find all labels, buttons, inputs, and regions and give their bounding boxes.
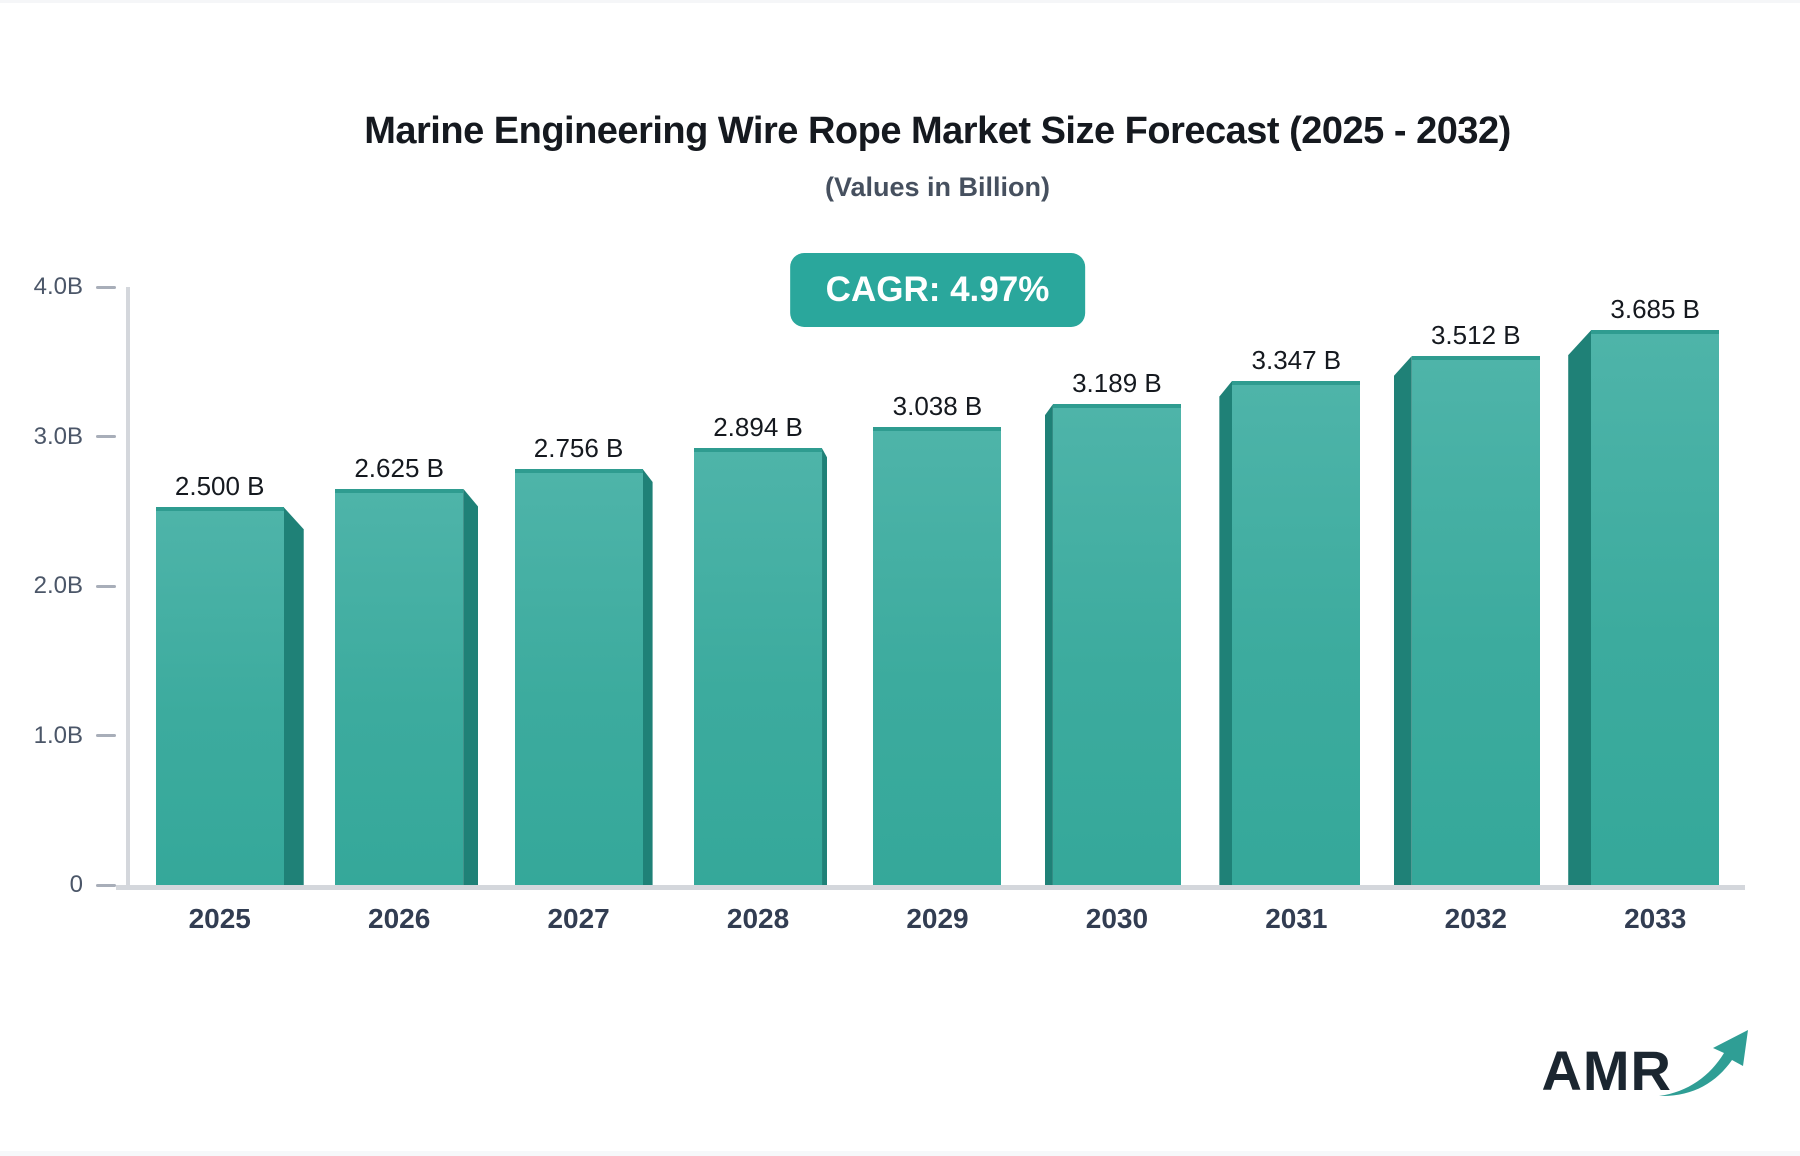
bar-value-label: 3.347 B — [1251, 344, 1342, 375]
x-axis-label: 2033 — [1624, 903, 1687, 934]
bar-2026[interactable]: 2.625 B — [335, 453, 479, 885]
bar-value-label: 2.625 B — [354, 452, 444, 483]
amr-logo: AMR — [1541, 1026, 1752, 1114]
tick-mark-icon — [96, 734, 116, 737]
y-axis-tick-label: 2.0B — [33, 572, 83, 599]
bar-slot: 2.756 B 2027 — [489, 287, 668, 934]
x-axis-label: 2028 — [726, 903, 790, 934]
cagr-badge: CAGR: 4.97% — [789, 253, 1086, 327]
bar-2033[interactable]: 3.685 B — [1568, 294, 1720, 885]
plot-area: 4.0B 3.0B 2.0B 1.0B 0 2.500 B 2025 2.625 B 2026… — [34, 273, 1745, 934]
bar-slot: 2.625 B 2026 — [309, 287, 488, 934]
y-axis-tick: 1.0B — [34, 722, 116, 750]
tick-mark-icon — [96, 285, 116, 289]
bar-side — [642, 468, 653, 885]
bar-value-label: 2.500 B — [174, 471, 265, 502]
bar-2027[interactable]: 2.756 B — [514, 433, 653, 885]
bar-2032[interactable]: 3.512 B — [1393, 320, 1540, 885]
tick-mark-icon — [96, 584, 116, 588]
x-axis-line — [116, 885, 1745, 890]
y-axis-tick-label: 3.0B — [33, 422, 83, 450]
bar-side — [1044, 404, 1053, 885]
y-axis-tick: 2.0B — [34, 572, 116, 600]
x-axis-label: 2032 — [1444, 903, 1507, 934]
bars-row: 2.500 B 2025 2.625 B 2026 2.756 B 2027 2.894 B… — [130, 287, 1745, 934]
chart-subtitle: (Values in Billion) — [824, 172, 1051, 202]
bar-side — [1393, 355, 1412, 885]
amr-logo-text: AMR — [1541, 1038, 1672, 1102]
bar-value-label: 3.189 B — [1072, 368, 1162, 399]
x-axis-label: 2025 — [188, 903, 251, 934]
x-axis-label: 2031 — [1265, 903, 1328, 934]
bar-side — [822, 448, 828, 885]
bar-value-label: 2.894 B — [713, 412, 803, 443]
bar-slot: 2.894 B 2028 — [668, 287, 847, 934]
bar-value-label: 3.038 B — [892, 390, 983, 421]
bar-value-label: 2.756 B — [533, 432, 624, 463]
chart-title: Marine Engineering Wire Rope Market Size… — [364, 110, 1511, 152]
y-axis-tick: 3.0B — [34, 423, 116, 451]
bar-side — [1219, 380, 1233, 885]
y-axis-tick-label: 1.0B — [33, 721, 83, 749]
x-axis-label: 2026 — [368, 903, 431, 934]
bar-slot: 3.347 B 2031 — [1207, 287, 1386, 934]
tick-mark-icon — [96, 883, 116, 887]
y-axis-tick: 0 — [70, 871, 116, 899]
bar-slot: 3.038 B 2029 — [848, 287, 1027, 934]
bar-slot: 3.685 B 2033 — [1566, 287, 1745, 934]
bar-slot: 3.189 B 2030 — [1027, 287, 1206, 934]
y-axis-tick-label: 4.0B — [33, 273, 83, 300]
tick-mark-icon — [96, 435, 116, 438]
y-axis-tick-label: 0 — [69, 871, 83, 898]
y-axis-line — [126, 287, 130, 887]
x-axis-label: 2027 — [547, 903, 610, 934]
y-axis-tick: 4.0B — [34, 273, 116, 301]
bar-2028[interactable]: 2.894 B — [694, 412, 828, 885]
x-axis-label: 2030 — [1085, 903, 1149, 934]
bar-side — [1568, 330, 1592, 885]
growth-arrow-icon — [1659, 1030, 1748, 1097]
bar-2025[interactable]: 2.500 B — [155, 471, 304, 885]
bar-value-label: 3.685 B — [1610, 294, 1701, 325]
bar-2029[interactable]: 3.038 B — [873, 391, 1002, 885]
bar-side — [463, 488, 479, 885]
bar-side — [283, 507, 304, 885]
x-axis-label: 2029 — [906, 903, 969, 934]
bar-value-label: 3.512 B — [1430, 319, 1521, 350]
bar-slot: 2.500 B 2025 — [130, 287, 309, 934]
bar-2030[interactable]: 3.189 B — [1044, 368, 1181, 885]
bar-slot: 3.512 B 2032 — [1386, 287, 1565, 934]
bar-2031[interactable]: 3.347 B — [1219, 345, 1361, 885]
